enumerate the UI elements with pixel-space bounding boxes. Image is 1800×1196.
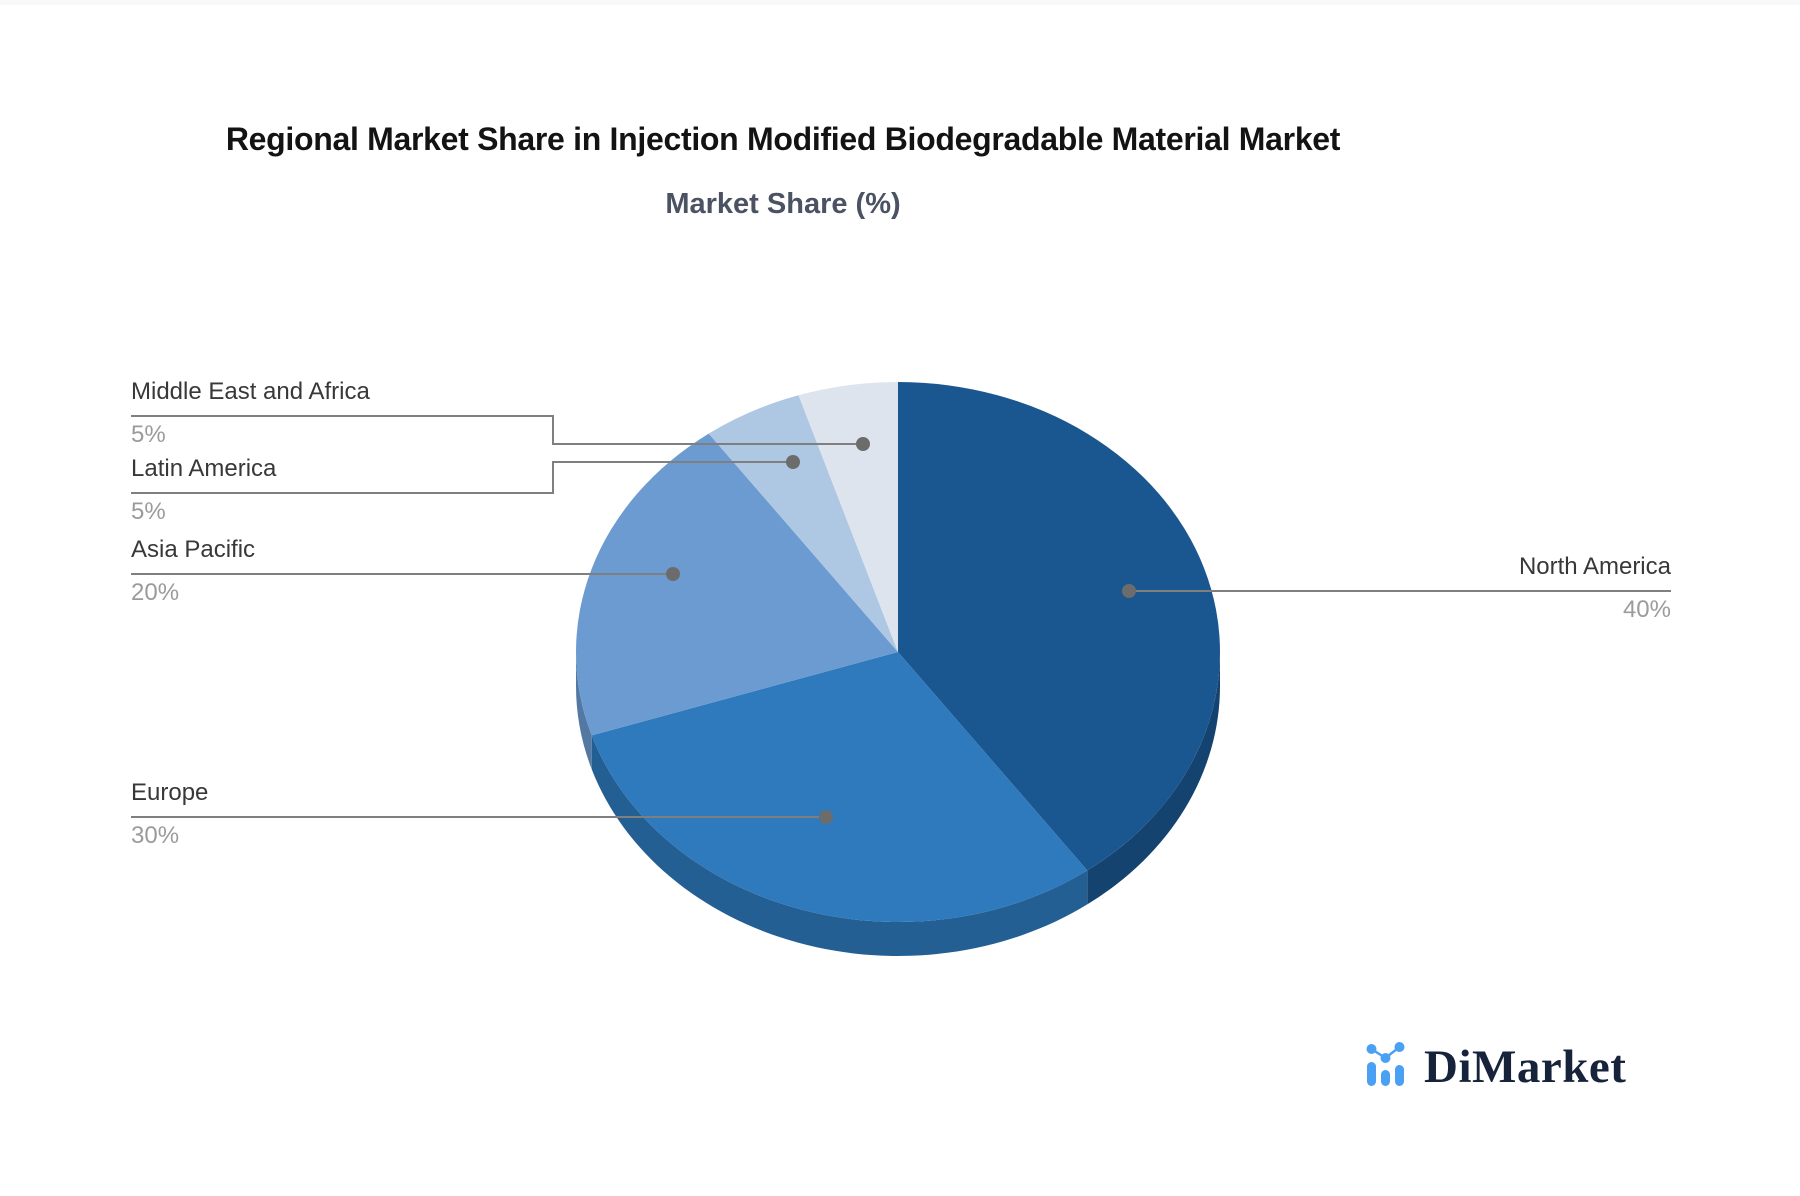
pie-slice-asia-pacific xyxy=(576,433,898,736)
slice-value-europe: 30% xyxy=(131,822,180,849)
pie-slice-side-asia-pacific xyxy=(576,652,592,770)
leader-dot-middle-east-and-africa xyxy=(856,437,870,451)
slice-label-latin-america: Latin America xyxy=(131,455,277,482)
pie-slice-middle-east-and-africa xyxy=(798,382,898,652)
slice-value-north-america: 40% xyxy=(1622,596,1671,623)
leader-dot-latin-america xyxy=(786,455,800,469)
pie-slice-side-north-america xyxy=(1087,652,1220,905)
bar-line-chart-icon xyxy=(1366,1042,1405,1086)
pie-slice-latin-america xyxy=(708,395,898,652)
slice-value-asia-pacific: 20% xyxy=(131,579,180,606)
slice-value-latin-america: 5% xyxy=(131,498,166,525)
leader-dot-europe xyxy=(819,810,833,824)
leader-dot-north-america xyxy=(1122,584,1136,598)
slice-label-north-america: North America xyxy=(1518,553,1671,580)
pie-slice-side-europe xyxy=(591,735,1088,956)
brand-logo-text: DiMarket xyxy=(1424,1041,1627,1093)
chart-subtitle: Market Share (%) xyxy=(665,188,901,220)
slice-label-asia-pacific: Asia Pacific xyxy=(131,536,256,563)
leader-line-middle-east-and-africa xyxy=(131,415,863,445)
slice-label-europe: Europe xyxy=(131,779,209,806)
pie-slice-europe xyxy=(591,652,1088,922)
window-edge-strip xyxy=(0,0,1800,5)
chart-title: Regional Market Share in Injection Modif… xyxy=(225,121,1341,157)
leader-dot-asia-pacific xyxy=(666,567,680,581)
leader-line-latin-america xyxy=(131,461,793,494)
pie-slice-north-america xyxy=(898,382,1220,871)
slice-label-middle-east-africa: Middle East and Africa xyxy=(131,378,370,405)
slice-value-middle-east-africa: 5% xyxy=(131,421,166,448)
